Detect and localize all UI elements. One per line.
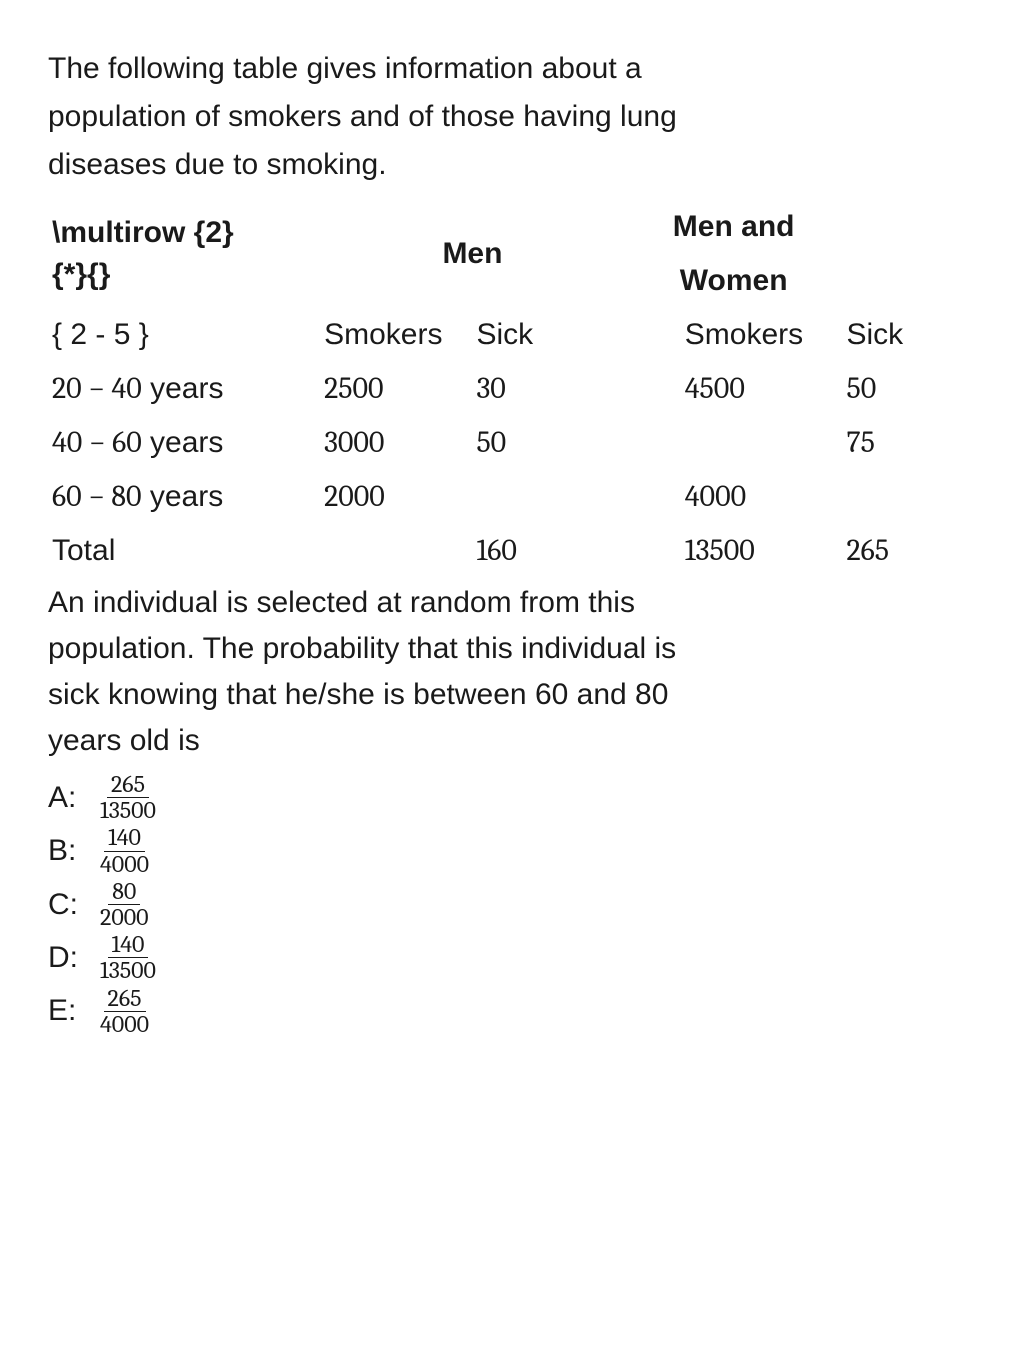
answer-fraction: 265 13500 [96,772,160,823]
answer-label: B: [48,835,82,867]
age-cell: 20 − 40 years [48,362,320,416]
header-multirow: \multirow {2} {*}{} [48,200,320,308]
subheader-smokers: Smokers [320,308,472,362]
question-line: An individual is selected at random from… [48,582,984,624]
mw-smokers-cell: 4000 [625,470,843,524]
mw-sick-cell: 75 [842,416,984,470]
total-men-smokers [320,524,472,578]
men-sick-cell [472,470,624,524]
table-header-row: \multirow {2} {*}{} Men Men and [48,200,984,254]
subheader-smokers: Smokers [625,308,843,362]
intro-line: diseases due to smoking. [48,144,984,186]
data-table: \multirow {2} {*}{} Men Men and Women { … [48,200,984,578]
answer-fraction: 265 4000 [96,986,153,1037]
age-cell: 40 − 60 years [48,416,320,470]
intro-line: population of smokers and of those havin… [48,96,984,138]
answer-option: A: 265 13500 [48,772,984,823]
mw-smokers-cell: 4500 [625,362,843,416]
question-line: years old is [48,720,984,762]
answer-fraction: 140 4000 [96,825,153,876]
question-body: An individual is selected at random from… [48,582,984,762]
total-mw-smokers: 13500 [625,524,843,578]
table-total-row: Total 160 13500 265 [48,524,984,578]
table-subheader-row: { 2 - 5 } Smokers Sick Smokers Sick [48,308,984,362]
answer-option: B: 140 4000 [48,825,984,876]
answer-option: C: 80 2000 [48,879,984,930]
answer-fraction: 80 2000 [96,879,153,930]
fraction-numerator: 265 [107,772,149,798]
fraction-numerator: 140 [108,932,149,958]
answer-label: E: [48,995,82,1027]
question-line: population. The probability that this in… [48,628,984,670]
men-smokers-cell: 2000 [320,470,472,524]
subheader-age: { 2 - 5 } [48,308,320,362]
fraction-denominator: 13500 [96,958,160,983]
intro-line: The following table gives information ab… [48,48,984,90]
fraction-denominator: 13500 [96,798,160,823]
answer-fraction: 140 13500 [96,932,160,983]
fraction-denominator: 2000 [96,905,153,930]
mw-sick-cell [842,470,984,524]
total-label: Total [48,524,320,578]
total-mw-sick: 265 [842,524,984,578]
question-line: sick knowing that he/she is between 60 a… [48,674,984,716]
men-sick-cell: 30 [472,362,624,416]
header-mw-top: Men and [625,200,843,254]
mw-smokers-cell [625,416,843,470]
mw-sick-cell: 50 [842,362,984,416]
table-row: 40 − 60 years 3000 50 75 [48,416,984,470]
answer-label: A: [48,782,82,814]
fraction-numerator: 140 [104,825,145,851]
table-row: 20 − 40 years 2500 30 4500 50 [48,362,984,416]
question-intro: The following table gives information ab… [48,48,984,186]
answer-label: C: [48,889,82,921]
men-smokers-cell: 2500 [320,362,472,416]
men-smokers-cell: 3000 [320,416,472,470]
answer-option: D: 140 13500 [48,932,984,983]
header-mw-bottom: Women [625,254,843,308]
total-men-sick: 160 [472,524,624,578]
subheader-sick: Sick [472,308,624,362]
fraction-numerator: 265 [104,986,146,1012]
answer-option: E: 265 4000 [48,986,984,1037]
subheader-sick: Sick [842,308,984,362]
table-row: 60 − 80 years 2000 4000 [48,470,984,524]
header-men: Men [320,200,625,308]
fraction-denominator: 4000 [96,1012,153,1037]
header-multirow-top: \multirow {2} [52,212,316,254]
header-multirow-bottom: {*}{} [52,254,316,296]
fraction-numerator: 80 [108,879,140,905]
age-cell: 60 − 80 years [48,470,320,524]
men-sick-cell: 50 [472,416,624,470]
answer-list: A: 265 13500 B: 140 4000 C: 80 2000 D: 1… [48,772,984,1037]
answer-label: D: [48,942,82,974]
fraction-denominator: 4000 [96,852,153,877]
